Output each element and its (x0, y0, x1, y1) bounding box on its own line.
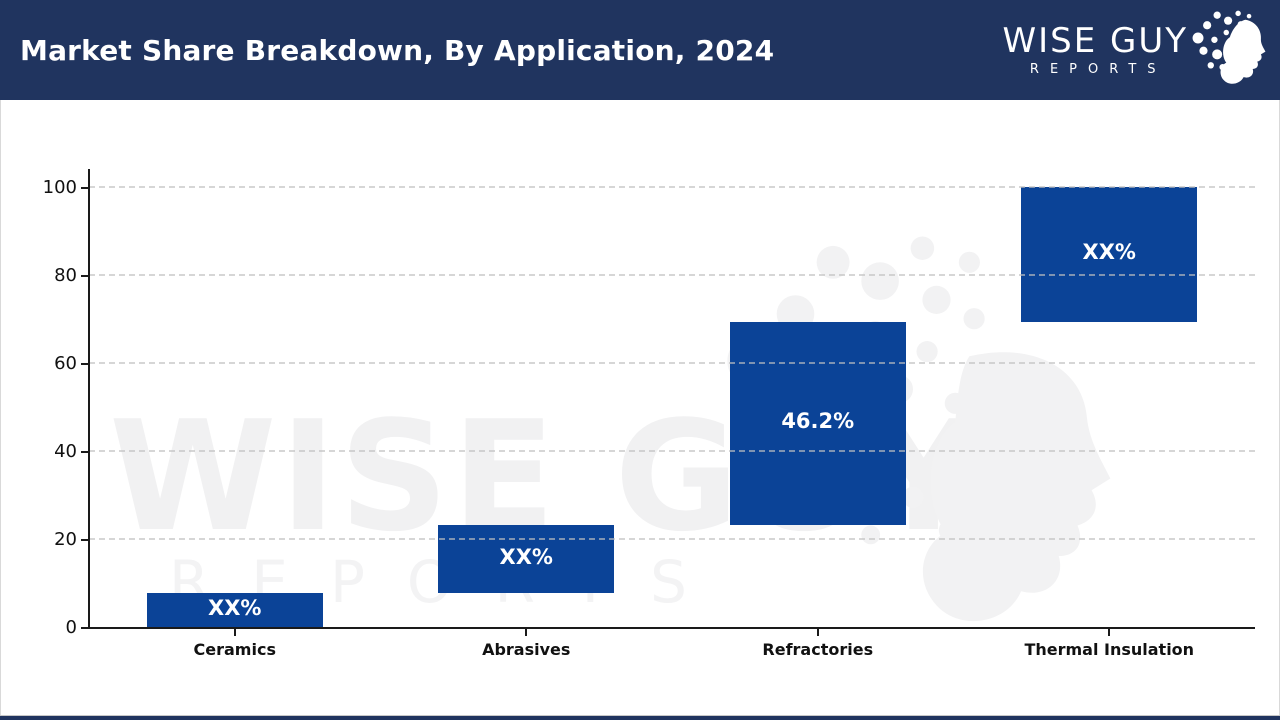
bar-value-label: XX% (208, 596, 262, 621)
gridline-y40 (89, 450, 1255, 452)
y-tick-label-20: 20 (54, 529, 77, 550)
bar-value-label: XX% (499, 545, 553, 570)
y-tick-0 (81, 627, 88, 629)
y-tick-label-100: 100 (42, 177, 77, 198)
bar-refractories (729, 321, 906, 525)
y-tick-80 (81, 275, 88, 277)
gridline-y20 (89, 538, 1255, 540)
bar-abrasives (438, 524, 615, 594)
logo-wordmark: WISE GUY (1002, 21, 1188, 61)
y-tick-100 (81, 187, 88, 189)
wiseguy-face-logo-icon (1192, 7, 1266, 93)
gridline-y80 (89, 274, 1255, 276)
y-tick-40 (81, 451, 88, 453)
gridline-y100 (89, 186, 1255, 188)
bar-value-label: XX% (1082, 240, 1136, 265)
x-axis-spine (88, 627, 1255, 629)
category-label-0: Ceramics (193, 640, 276, 659)
wiseguy-logo-text: WISE GUY REPORTS (1002, 24, 1188, 76)
gridline-y60 (89, 362, 1255, 364)
y-tick-60 (81, 363, 88, 365)
logo-subtitle: REPORTS (1029, 62, 1167, 77)
page-title: Market Share Breakdown, By Application, … (20, 33, 775, 67)
y-tick-20 (81, 539, 88, 541)
wiseguy-logo: WISE GUY REPORTS (1002, 7, 1280, 93)
footer-hairline (0, 715, 1280, 716)
x-tick-3 (1108, 629, 1111, 636)
y-tick-label-60: 60 (54, 353, 77, 374)
bar-ceramics (146, 593, 323, 627)
x-tick-1 (525, 629, 528, 636)
footer-bar (0, 716, 1280, 720)
y-tick-label-40: 40 (54, 441, 77, 462)
y-tick-label-0: 0 (65, 617, 77, 638)
x-tick-2 (816, 629, 819, 636)
category-label-3: Thermal Insulation (1024, 640, 1195, 659)
x-tick-0 (233, 629, 236, 636)
bar-thermal-insulation (1021, 187, 1198, 322)
category-label-2: Refractories (762, 640, 874, 659)
header-bar: Market Share Breakdown, By Application, … (0, 0, 1280, 100)
chart-canvas: WISE GUY REPORTS 020406080100XX%Ceramics… (0, 100, 1280, 720)
category-label-1: Abrasives (482, 640, 571, 659)
y-axis-spine (88, 169, 90, 629)
bar-value-label: 46.2% (781, 409, 855, 434)
y-tick-label-80: 80 (54, 265, 77, 286)
